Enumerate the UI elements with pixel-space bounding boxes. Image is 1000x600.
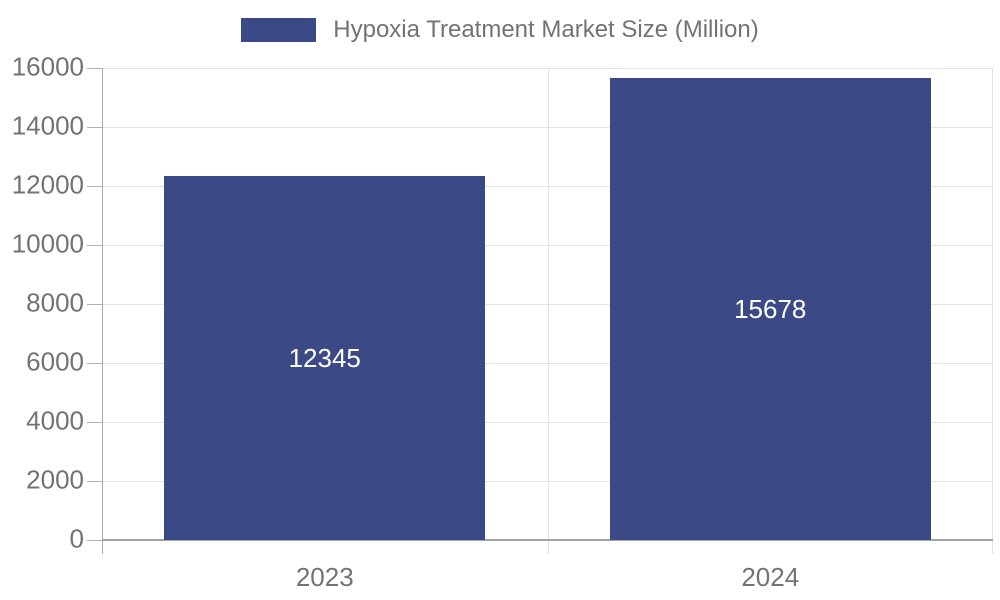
bar-value-label: 15678	[734, 293, 807, 324]
x-tick-label: 2023	[295, 562, 354, 592]
y-tick-mark	[87, 185, 102, 187]
y-tick-label: 0	[69, 523, 84, 554]
category-boundary-line	[992, 68, 993, 554]
y-tick-label: 12000	[11, 169, 84, 200]
y-tick-mark	[87, 303, 102, 305]
y-tick-mark	[87, 362, 102, 364]
y-tick-label: 2000	[26, 464, 84, 495]
y-tick-label: 6000	[26, 346, 84, 377]
y-tick-label: 10000	[11, 228, 84, 259]
y-axis-line	[102, 68, 103, 554]
y-tick-mark	[87, 126, 102, 128]
y-tick-mark	[87, 244, 102, 246]
y-tick-label: 16000	[11, 51, 84, 82]
bar-value-label: 12345	[288, 342, 361, 373]
y-tick-label: 14000	[11, 110, 84, 141]
y-tick-label: 8000	[26, 287, 84, 318]
y-tick-mark	[87, 480, 102, 482]
plot-area: 0 2000 4000 6000 8000 10000 12000 14000 16000 123…	[12, 51, 993, 592]
legend-label: Hypoxia Treatment Market Size (Million)	[333, 16, 759, 43]
x-axis-line	[102, 539, 993, 541]
y-tick-mark	[87, 539, 102, 541]
legend-swatch	[241, 18, 317, 42]
legend[interactable]: Hypoxia Treatment Market Size (Million)	[0, 18, 1000, 42]
y-tick-label: 4000	[26, 405, 84, 436]
y-tick-mark	[87, 421, 102, 423]
bar[interactable]: 15678	[609, 77, 931, 540]
bar[interactable]: 12345	[164, 175, 486, 540]
category-boundary-line	[547, 68, 549, 554]
x-tick-label: 2024	[741, 562, 800, 592]
y-tick-mark	[87, 67, 102, 69]
